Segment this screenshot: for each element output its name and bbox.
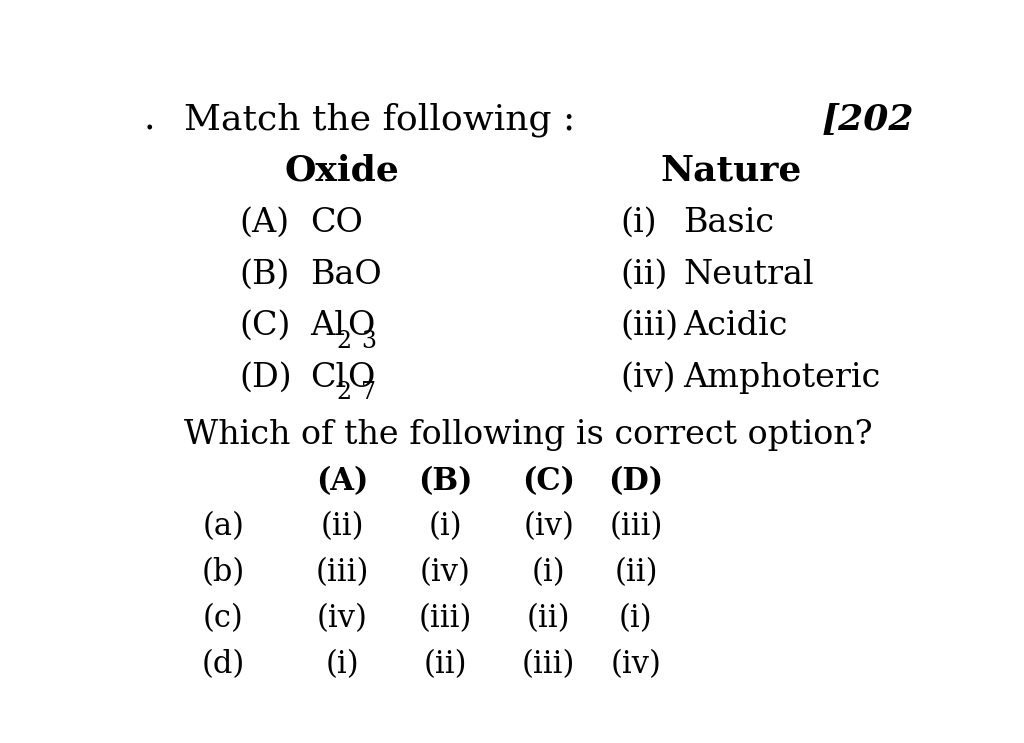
Text: (ii): (ii)	[321, 511, 364, 542]
Text: (i): (i)	[429, 511, 462, 542]
Text: (A): (A)	[240, 207, 289, 239]
Text: (iv): (iv)	[610, 649, 662, 680]
Text: 2: 2	[337, 330, 352, 353]
Text: Basic: Basic	[684, 207, 774, 239]
Text: (ii): (ii)	[527, 603, 570, 634]
Text: (iv): (iv)	[620, 362, 676, 394]
Text: [202: [202	[821, 103, 913, 136]
Text: (B): (B)	[240, 259, 290, 291]
Text: O: O	[347, 310, 375, 343]
Text: (c): (c)	[203, 603, 244, 634]
Text: (A): (A)	[316, 466, 369, 496]
Text: Cl: Cl	[310, 362, 347, 394]
Text: (C): (C)	[240, 310, 291, 343]
Text: Match the following :: Match the following :	[183, 103, 574, 137]
Text: (iii): (iii)	[315, 557, 369, 588]
Text: Nature: Nature	[660, 154, 802, 188]
Text: (iii): (iii)	[522, 649, 575, 680]
Text: (D): (D)	[608, 466, 664, 496]
Text: (i): (i)	[531, 557, 565, 588]
Text: (ii): (ii)	[424, 649, 467, 680]
Text: (B): (B)	[418, 466, 473, 496]
Text: (iv): (iv)	[523, 511, 574, 542]
Text: (iii): (iii)	[419, 603, 472, 634]
Text: Neutral: Neutral	[684, 259, 814, 291]
Text: (iv): (iv)	[316, 603, 368, 634]
Text: (i): (i)	[620, 603, 652, 634]
Text: (ii): (ii)	[614, 557, 657, 588]
Text: (D): (D)	[240, 362, 292, 394]
Text: Which of the following is correct option?: Which of the following is correct option…	[183, 419, 872, 451]
Text: Amphoteric: Amphoteric	[684, 362, 881, 394]
Text: Oxide: Oxide	[285, 154, 399, 188]
Text: (i): (i)	[620, 207, 656, 239]
Text: CO: CO	[310, 207, 364, 239]
Text: (C): (C)	[522, 466, 575, 496]
Text: 3: 3	[361, 330, 376, 353]
Text: (b): (b)	[202, 557, 245, 588]
Text: BaO: BaO	[310, 259, 382, 291]
Text: (d): (d)	[202, 649, 245, 680]
Text: .: .	[143, 103, 156, 136]
Text: 2: 2	[337, 381, 352, 404]
Text: O: O	[347, 362, 375, 394]
Text: (i): (i)	[326, 649, 359, 680]
Text: (a): (a)	[203, 511, 244, 542]
Text: Acidic: Acidic	[684, 310, 787, 343]
Text: Al: Al	[310, 310, 345, 343]
Text: (iv): (iv)	[420, 557, 471, 588]
Text: (iii): (iii)	[609, 511, 663, 542]
Text: (iii): (iii)	[620, 310, 678, 343]
Text: (ii): (ii)	[620, 259, 668, 291]
Text: 7: 7	[361, 381, 376, 404]
